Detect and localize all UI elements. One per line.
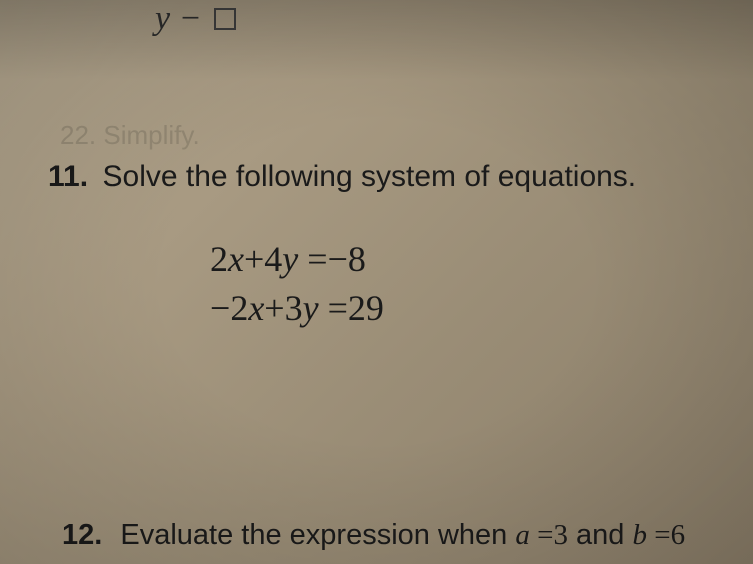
eq2-rhs: 29 [348, 288, 384, 328]
eq1-coef2: 4 [264, 239, 282, 279]
eq2-equals: = [328, 288, 348, 328]
equation-2: −2x+3y =29 [210, 284, 384, 333]
question-prompt: Solve the following system of equations. [103, 160, 637, 193]
equation-system: 2x+4y =−8 −2x+3y =29 [210, 235, 384, 332]
eq2-neg: − [210, 288, 230, 328]
eq2-op1: + [264, 288, 284, 328]
question-number: 12. [62, 519, 102, 551]
q12-prefix: Evaluate the expression when [120, 519, 515, 551]
eq1-var2: y [282, 239, 298, 279]
eq1-var1: x [228, 239, 244, 279]
eq2-coef1: 2 [230, 288, 248, 328]
fragment-expr: y − [155, 0, 202, 37]
eq1-coef1: 2 [210, 239, 228, 279]
worksheet-page: y − 22. Simplify. 11. Solve the followin… [0, 0, 753, 564]
eq2-coef2: 3 [285, 288, 303, 328]
q12-eq1: = [530, 519, 554, 551]
eq1-equals: = [307, 239, 327, 279]
answer-box-icon [214, 8, 236, 30]
shadow-overlay [0, 0, 753, 80]
eq2-var2: y [303, 288, 319, 328]
question-12: 12. Evaluate the expression when a =3 an… [62, 519, 753, 552]
question-number: 11. [48, 160, 88, 193]
previous-question-fragment: y − [155, 0, 236, 38]
q12-val-b: 6 [671, 519, 686, 551]
equation-1: 2x+4y =−8 [210, 235, 384, 284]
q12-var-b: b [632, 519, 647, 551]
bleed-through-text: 22. Simplify. [60, 120, 200, 151]
eq1-op1: + [244, 239, 264, 279]
eq1-rhs: −8 [328, 239, 366, 279]
eq2-var1: x [248, 288, 264, 328]
q12-and: and [568, 519, 633, 551]
q12-val-a: 3 [553, 519, 568, 551]
question-11: 11. Solve the following system of equati… [48, 160, 723, 194]
q12-var-a: a [515, 519, 530, 551]
question-prompt-partial: Evaluate the expression when a =3 and b … [120, 519, 685, 551]
q12-eq2: = [647, 519, 671, 551]
